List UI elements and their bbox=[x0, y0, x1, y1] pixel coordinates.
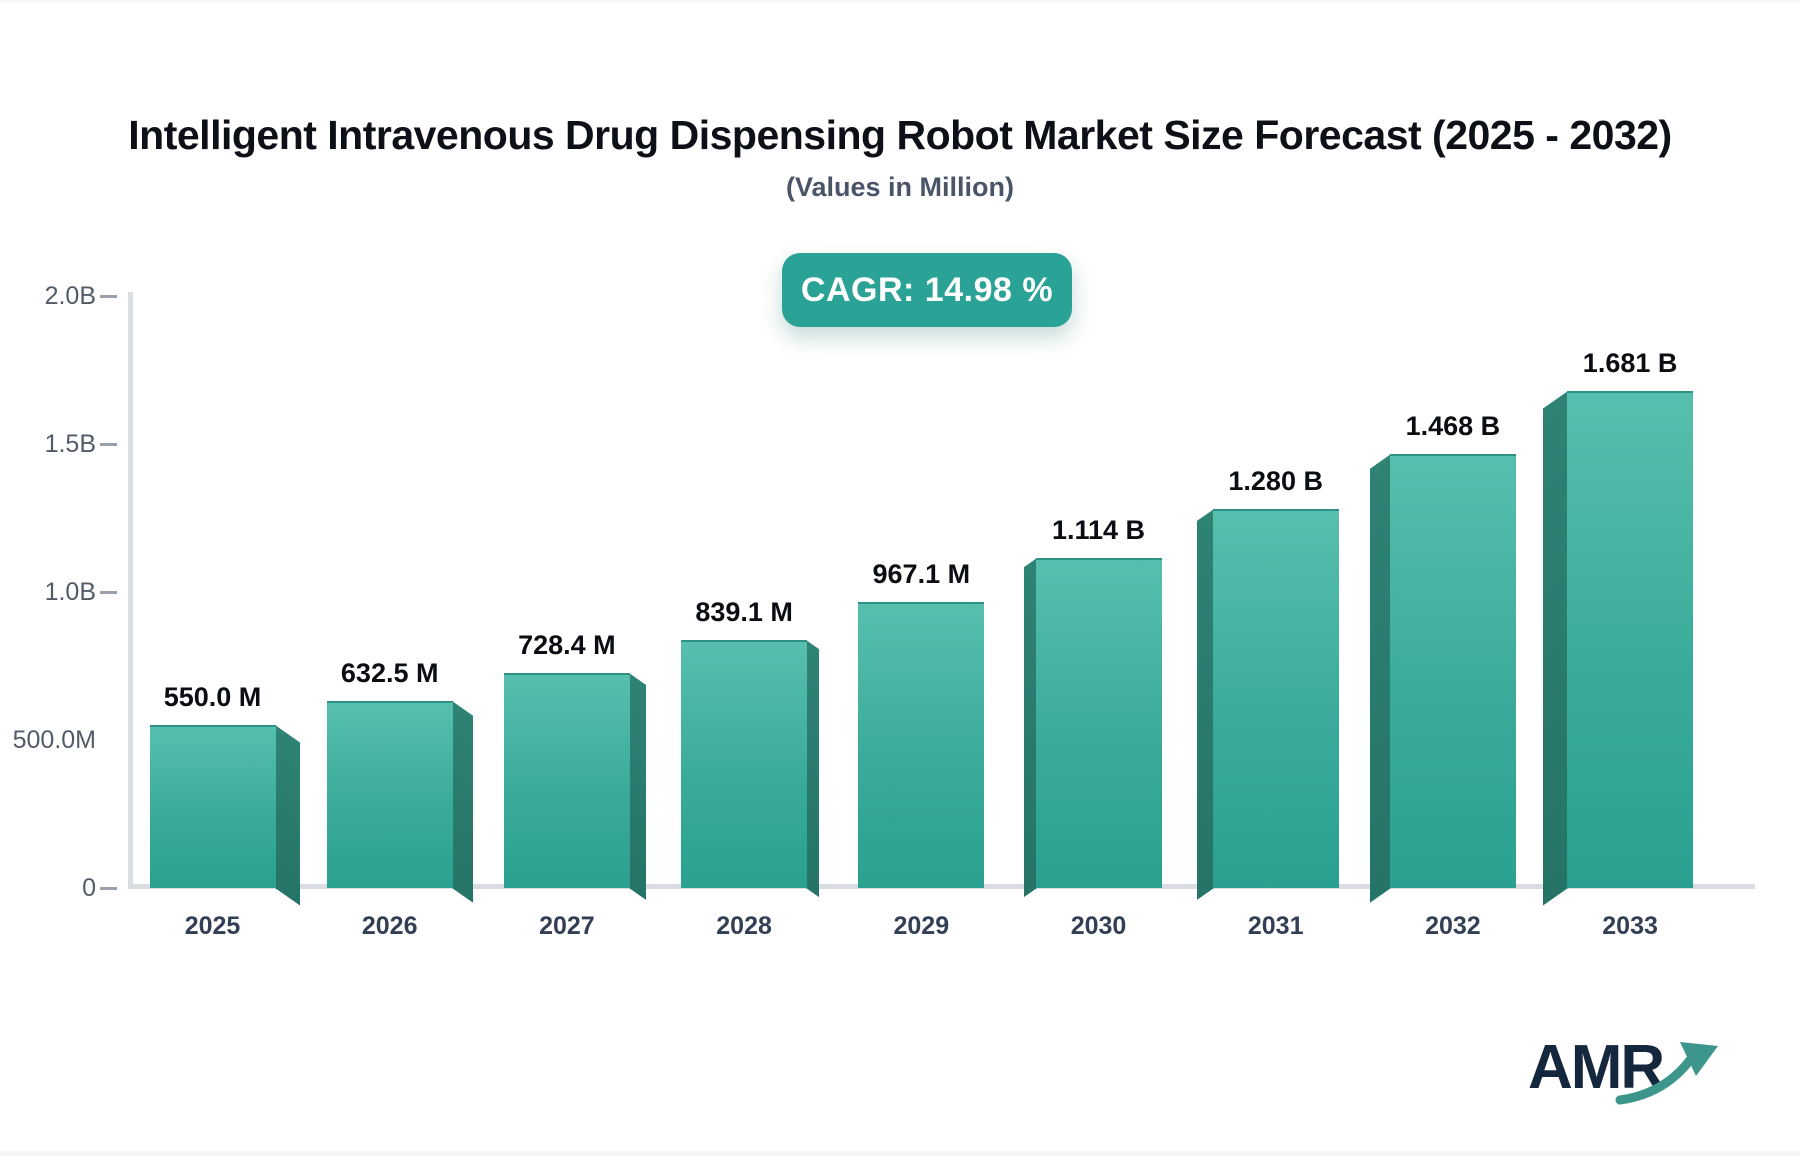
bar-value-label-2031: 1.280 B bbox=[1228, 466, 1323, 497]
y-tick-label: 2.0B bbox=[44, 282, 96, 311]
bar-face-2031 bbox=[1212, 509, 1339, 888]
y-tick-label: 1.0B bbox=[44, 578, 96, 607]
page-subtitle: (Values in Million) bbox=[785, 172, 1015, 202]
x-axis-label-2033: 2033 bbox=[1602, 912, 1658, 940]
x-axis-label-2031: 2031 bbox=[1247, 912, 1304, 940]
bar-side-2033 bbox=[1543, 390, 1569, 906]
bar-face-2026 bbox=[326, 700, 453, 888]
x-axis-label-2025: 2025 bbox=[184, 912, 241, 940]
x-axis-label-2026: 2026 bbox=[361, 912, 418, 940]
y-tick-label: 500.0M bbox=[12, 726, 96, 755]
bar-value-label-2027: 728.4 M bbox=[518, 629, 616, 660]
bar-side-2027 bbox=[628, 672, 646, 900]
y-tick-dash bbox=[100, 886, 117, 890]
bar-face-2030 bbox=[1035, 558, 1162, 888]
bar-value-label-2025: 550.0 M bbox=[163, 682, 262, 713]
y-tick-dash bbox=[100, 442, 117, 446]
bar-face-2025 bbox=[149, 725, 276, 888]
bar-face-2027 bbox=[503, 672, 630, 888]
x-axis-label-2032: 2032 bbox=[1425, 912, 1481, 940]
bar-side-2028 bbox=[806, 639, 820, 898]
bar-value-label-2028: 839.1 M bbox=[695, 596, 793, 627]
top-edge-strip bbox=[0, 0, 1800, 3]
y-tick-label: 0 bbox=[82, 874, 96, 902]
bar-face-2029 bbox=[858, 601, 985, 888]
y-tick-dash bbox=[100, 590, 117, 594]
y-tick-dash bbox=[100, 294, 117, 298]
cagr-badge: CAGR: 14.98 % bbox=[782, 253, 1072, 327]
bottom-edge-strip bbox=[0, 1151, 1800, 1156]
bar-side-2032 bbox=[1369, 453, 1391, 903]
x-axis-label-2028: 2028 bbox=[716, 912, 772, 940]
bar-face-2032 bbox=[1389, 453, 1516, 888]
bar-value-label-2032: 1.468 B bbox=[1405, 410, 1501, 441]
bar-value-label-2033: 1.681 B bbox=[1582, 347, 1678, 378]
bar-value-label-2030: 1.114 B bbox=[1051, 515, 1146, 546]
x-axis-label-2030: 2030 bbox=[1070, 912, 1127, 940]
y-axis-line bbox=[128, 292, 133, 888]
bar-side-2025 bbox=[274, 725, 300, 906]
x-axis-label-2029: 2029 bbox=[893, 912, 950, 940]
y-tick-label: 1.5B bbox=[44, 430, 96, 459]
bar-face-2033 bbox=[1567, 390, 1694, 888]
x-axis-label-2027: 2027 bbox=[539, 912, 595, 940]
bar-side-2026 bbox=[451, 700, 473, 903]
bar-value-label-2026: 632.5 M bbox=[340, 657, 439, 688]
bar-side-2031 bbox=[1196, 509, 1214, 900]
amr-logo: AMR bbox=[1528, 1032, 1728, 1122]
bar-face-2028 bbox=[681, 639, 808, 888]
page-title: Intelligent Intravenous Drug Dispensing … bbox=[128, 112, 1672, 158]
bar-value-label-2029: 967.1 M bbox=[872, 558, 971, 589]
growth-arrow-icon bbox=[1615, 1042, 1718, 1105]
